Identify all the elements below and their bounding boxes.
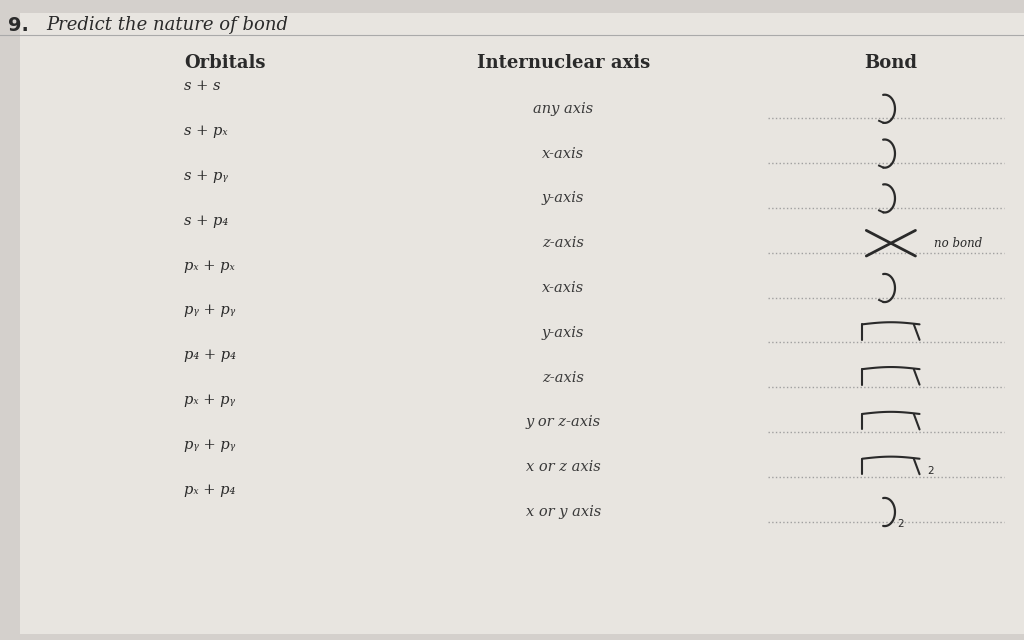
Text: pₓ + pₓ: pₓ + pₓ (184, 259, 236, 273)
Text: p₄ + p₄: p₄ + p₄ (184, 348, 237, 362)
Text: no bond: no bond (934, 237, 982, 250)
Text: x-axis: x-axis (542, 281, 585, 295)
Text: x-axis: x-axis (542, 147, 585, 161)
Text: s + pᵧ: s + pᵧ (184, 169, 228, 183)
Text: any axis: any axis (534, 102, 593, 116)
Text: y or z-axis: y or z-axis (525, 415, 601, 429)
Text: Bond: Bond (864, 54, 918, 72)
Text: x or z axis: x or z axis (526, 460, 600, 474)
Text: s + s: s + s (184, 79, 221, 93)
Text: z-axis: z-axis (543, 371, 584, 385)
Text: s + p₄: s + p₄ (184, 214, 228, 228)
Text: pₓ + pᵧ: pₓ + pᵧ (184, 393, 236, 407)
Text: pₓ + p₄: pₓ + p₄ (184, 483, 236, 497)
Text: Orbitals: Orbitals (184, 54, 266, 72)
Text: pᵧ + pᵧ: pᵧ + pᵧ (184, 303, 236, 317)
Text: pᵧ + pᵧ: pᵧ + pᵧ (184, 438, 236, 452)
Text: 2: 2 (897, 518, 903, 529)
Text: y-axis: y-axis (542, 326, 585, 340)
Text: Predict the nature of bond: Predict the nature of bond (46, 16, 288, 34)
Text: 9.: 9. (8, 16, 29, 35)
Text: Internuclear axis: Internuclear axis (476, 54, 650, 72)
Text: z-axis: z-axis (543, 236, 584, 250)
Text: s + pₓ: s + pₓ (184, 124, 228, 138)
Text: y-axis: y-axis (542, 191, 585, 205)
Text: 2: 2 (928, 467, 934, 476)
Text: x or y axis: x or y axis (525, 505, 601, 519)
